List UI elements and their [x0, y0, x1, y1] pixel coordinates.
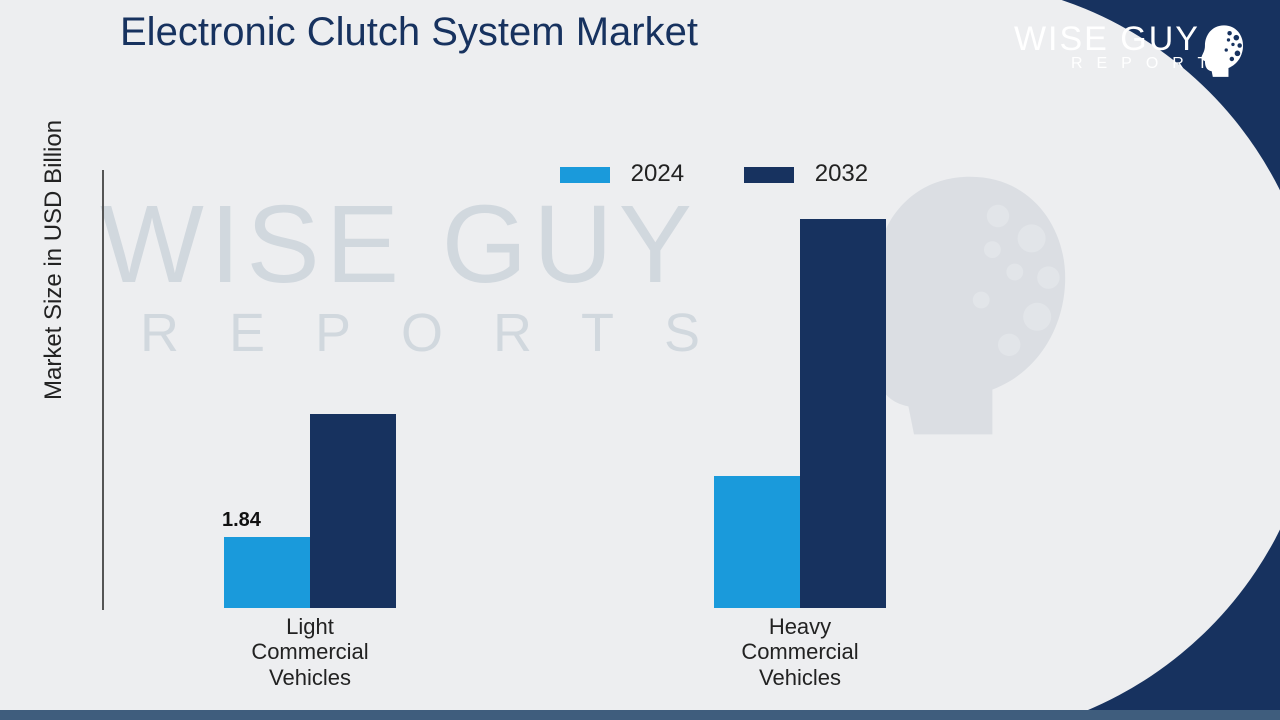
watermark: WISE GUY REPORTS	[100, 190, 750, 360]
canvas: WISE GUY REPORTS Electronic Clutch Syste…	[0, 0, 1280, 720]
value-label: 1.84	[222, 509, 261, 532]
watermark-line1: WISE GUY	[100, 190, 750, 300]
legend-label-2032: 2032	[815, 160, 868, 187]
legend-swatch-2024	[560, 167, 610, 183]
y-axis-line	[102, 170, 104, 610]
legend: 2024 2032	[560, 160, 868, 188]
bar	[310, 414, 396, 608]
x-label-light-cv: LightCommercialVehicles	[210, 614, 410, 690]
watermark-line2: REPORTS	[140, 306, 750, 360]
bottom-bar	[0, 710, 1280, 720]
legend-label-2024: 2024	[631, 160, 684, 187]
x-label-heavy-cv: HeavyCommercialVehicles	[700, 614, 900, 690]
brand-head-icon	[1196, 22, 1252, 78]
page-title: Electronic Clutch System Market	[120, 10, 698, 55]
brand-logo: WISE GUY REPORTS	[1014, 20, 1250, 73]
y-axis-label: Market Size in USD Billion	[40, 120, 68, 400]
bar	[224, 537, 310, 608]
bar	[800, 219, 886, 608]
bar	[714, 476, 800, 608]
legend-item-2032: 2032	[744, 160, 868, 188]
legend-item-2024: 2024	[560, 160, 684, 188]
legend-swatch-2032	[744, 167, 794, 183]
